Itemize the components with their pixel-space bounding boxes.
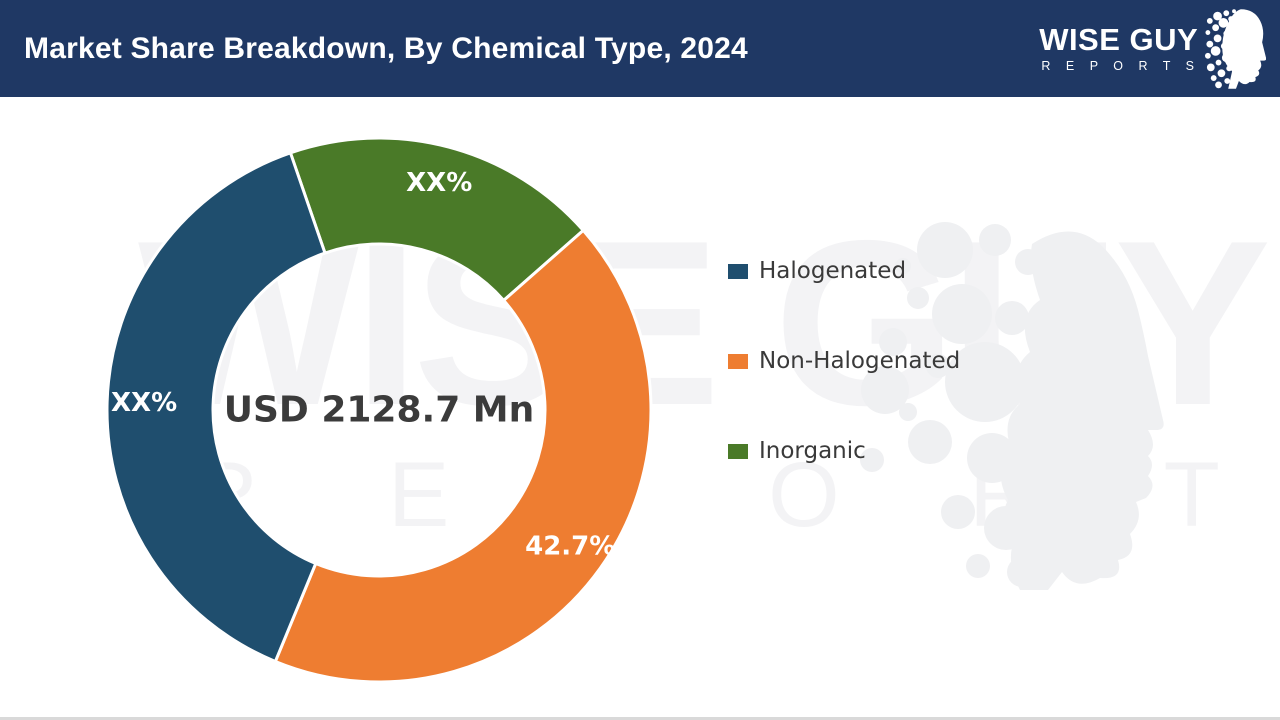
legend-item-inorganic: Inorganic bbox=[728, 438, 960, 465]
donut-segment-label-inorganic: XX% bbox=[406, 168, 472, 198]
header-bar: Market Share Breakdown, By Chemical Type… bbox=[0, 0, 1280, 97]
donut-center-value: USD 2128.7 Mn bbox=[223, 389, 535, 431]
donut-chart: XX% 42.7% XX% bbox=[105, 136, 653, 684]
donut-segment-halogenated bbox=[105, 151, 327, 663]
donut-segment-label-halogenated: XX% bbox=[111, 388, 177, 418]
wise-guy-logo: WISE GUY R E P O R T S bbox=[1037, 7, 1266, 91]
legend-item-non-halogenated: Non-Halogenated bbox=[728, 348, 960, 375]
logo-wordmark: WISE GUY bbox=[1039, 22, 1199, 57]
legend-swatch bbox=[728, 354, 748, 369]
logo-text: WISE GUY R E P O R T S bbox=[1037, 24, 1200, 73]
legend-label: Halogenated bbox=[759, 258, 907, 284]
donut-segment-label-non-halogenated: 42.7% bbox=[525, 532, 615, 562]
legend-swatch bbox=[728, 264, 748, 279]
logo-subtext: R E P O R T S bbox=[1041, 59, 1200, 73]
chart-legend: Halogenated Non-Halogenated Inorganic bbox=[728, 258, 960, 465]
legend-item-halogenated: Halogenated bbox=[728, 258, 960, 285]
legend-swatch bbox=[728, 444, 748, 459]
chart-area: WISE GUY R E P O R T S XX%42.7%XX% USD 2… bbox=[0, 97, 1280, 720]
donut-segment-non-halogenated bbox=[273, 228, 653, 684]
legend-label: Inorganic bbox=[759, 438, 866, 464]
donut-segment-inorganic bbox=[288, 136, 585, 302]
legend-label: Non-Halogenated bbox=[759, 348, 961, 374]
page-title: Market Share Breakdown, By Chemical Type… bbox=[24, 31, 748, 65]
wise-guy-face-icon bbox=[1204, 8, 1266, 89]
